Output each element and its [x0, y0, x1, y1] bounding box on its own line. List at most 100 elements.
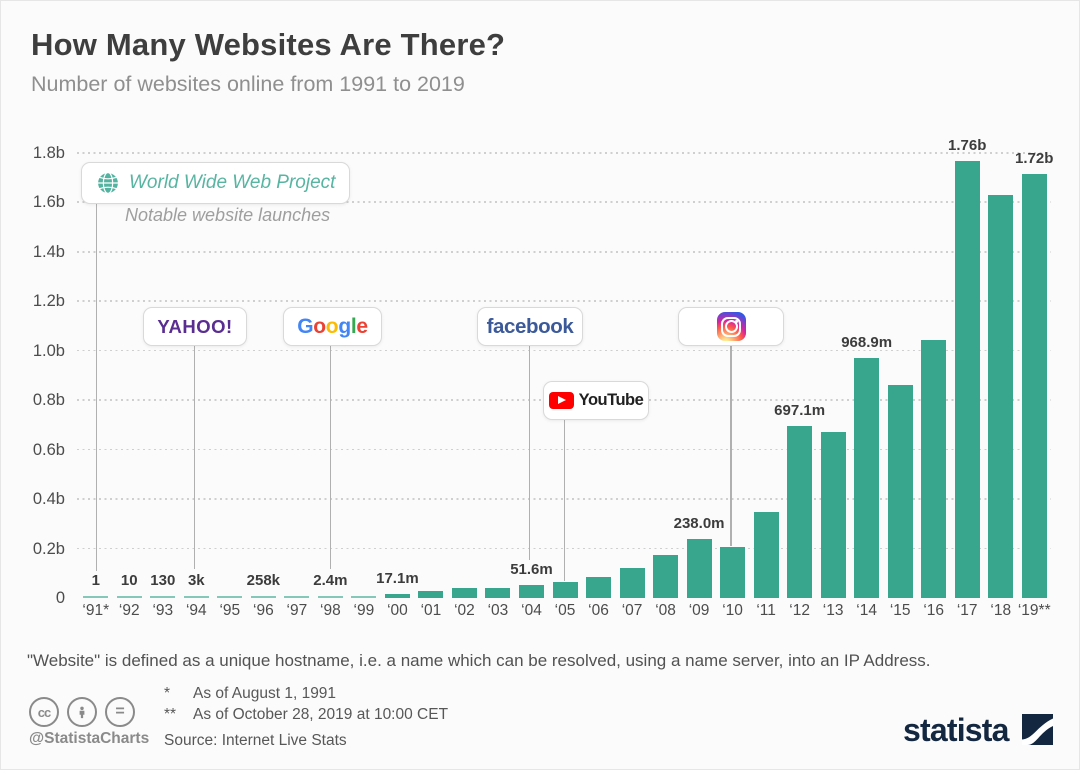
bar-value-label: 2.4m: [313, 572, 348, 589]
bar-value-label: 258k: [246, 572, 281, 589]
bar-17: [954, 161, 980, 598]
y-axis-tick-label: 0.2b: [32, 539, 65, 558]
x-axis-year-label: ‘11: [756, 602, 776, 619]
bar-10: [720, 546, 746, 598]
bar-96: [250, 596, 276, 598]
bar-value-label: 10: [120, 572, 138, 589]
x-axis-year-label: ‘16: [923, 602, 945, 619]
x-axis-year-label: ‘98: [320, 602, 341, 619]
x-axis-year-label: ‘94: [185, 602, 207, 619]
x-axis-year-label: ‘05: [554, 602, 576, 619]
footnote-asterisk-1: * As of August 1, 1991: [164, 685, 337, 702]
y-axis-tick-label: 0.8b: [32, 391, 65, 410]
x-axis-year-label: ‘95: [219, 602, 241, 619]
y-axis-tick-label: 1.2b: [32, 292, 65, 311]
youtube-logo-text: YouTube: [578, 391, 644, 409]
cc-license-icons: cc =: [29, 697, 135, 727]
bar-value-label: 697.1m: [774, 401, 826, 419]
annotation-label-www: World Wide Web Project: [129, 172, 336, 193]
annotation-badge-google: Google: [283, 307, 382, 346]
connector-line-www: [95, 201, 97, 571]
youtube-play-icon: [548, 392, 574, 409]
bar-07: [619, 567, 645, 598]
x-axis-year-label: ‘17: [956, 602, 978, 619]
gridline-1.8b: [77, 152, 1051, 154]
bar-value-label: 51.6m: [510, 561, 553, 579]
x-axis-year-label: ‘18: [990, 602, 1012, 619]
x-axis-year-label: ‘02: [454, 602, 475, 619]
x-axis-year-label: ‘96: [253, 602, 274, 619]
statista-charts-handle: @StatistaCharts: [29, 730, 150, 747]
x-axis-year-label: ‘91*: [82, 602, 110, 619]
attribution-person-icon: [67, 697, 97, 727]
bar-02: [451, 588, 477, 598]
bar-05: [552, 581, 578, 598]
definition-footnote: "Website" is defined as a unique hostnam…: [27, 651, 931, 670]
gridline-1.6b: [77, 201, 1051, 204]
source-line: Source: Internet Live Stats: [164, 732, 347, 749]
x-axis-year-label: ‘93: [152, 602, 174, 619]
connector-line-instagram: [730, 344, 732, 546]
bar-92: [116, 596, 142, 598]
facebook-logo-text: facebook: [486, 314, 574, 338]
bar-12: [787, 425, 813, 598]
x-axis-year-label: ‘19**: [1017, 602, 1051, 619]
statista-wordmark: statista: [903, 712, 1009, 748]
yahoo-logo-text: YAHOO!: [157, 315, 233, 337]
bar-98: [317, 596, 343, 598]
annotation-badge-www: World Wide Web Project: [81, 162, 351, 204]
annotation-badge-facebook: facebook: [477, 307, 583, 346]
x-axis-year-label: ‘09: [688, 602, 710, 619]
page-title: How Many Websites Are There?: [31, 27, 506, 62]
y-axis-tick-label: 1.8b: [32, 144, 65, 163]
bar-94: [183, 596, 209, 598]
x-axis-year-label: ‘14: [856, 602, 877, 619]
bar-11: [753, 512, 779, 598]
x-axis-year-label: ‘01: [420, 602, 442, 619]
bar-19: [1021, 173, 1047, 598]
instagram-gradient-camera-icon: [716, 312, 746, 341]
gridline-1.2b: [77, 300, 1051, 302]
x-axis-year-label: ‘00: [387, 602, 408, 619]
gridline-1.0b: [77, 349, 1051, 352]
x-axis-year-label: ‘12: [789, 602, 810, 619]
bar-04: [518, 585, 544, 598]
footnote-asterisk-2: ** As of October 28, 2019 at 10:00 CET: [164, 706, 449, 723]
x-axis-year-label: ‘92: [118, 602, 140, 619]
x-axis-year-label: ‘10: [722, 602, 743, 619]
bar-14: [854, 358, 880, 598]
annotation-badge-youtube: YouTube: [543, 381, 649, 420]
x-axis-year-label: ‘97: [286, 602, 308, 619]
connector-line-google: [329, 344, 331, 569]
gridline-1.4b: [77, 250, 1051, 253]
bar-91: [83, 596, 109, 598]
x-axis-year-label: ‘13: [822, 602, 844, 619]
y-axis-tick-label: 0.4b: [32, 490, 65, 509]
bar-value-label: 17.1m: [376, 569, 419, 587]
x-axis-year-label: ‘99: [353, 602, 375, 619]
x-axis-year-label: ‘15: [889, 602, 911, 619]
statista-logo-icon: [1022, 714, 1053, 745]
y-axis-tick-label: 1.0b: [32, 341, 65, 360]
bar-value-label: 1: [91, 572, 100, 589]
bar-18: [988, 194, 1014, 598]
bar-06: [586, 576, 612, 598]
page-subtitle: Number of websites online from 1991 to 2…: [31, 72, 465, 96]
cc-icon: cc: [29, 697, 59, 727]
annotation-caption: Notable website launches: [125, 205, 331, 225]
bar-97: [284, 596, 310, 598]
x-axis-year-label: ‘07: [621, 602, 643, 619]
x-axis-year-label: ‘03: [487, 602, 509, 619]
bar-value-label: 1.76b: [948, 137, 987, 155]
bar-03: [485, 587, 511, 598]
bar-08: [653, 555, 679, 598]
connector-line-yahoo: [193, 344, 195, 569]
bar-value-label: 968.9m: [841, 334, 893, 352]
annotation-badge-instagram: [678, 307, 784, 346]
bar-95: [217, 596, 243, 598]
bar-16: [921, 339, 947, 598]
bar-value-label: 130: [150, 572, 176, 589]
x-axis-year-label: ‘08: [655, 602, 676, 619]
bar-93: [150, 596, 176, 598]
